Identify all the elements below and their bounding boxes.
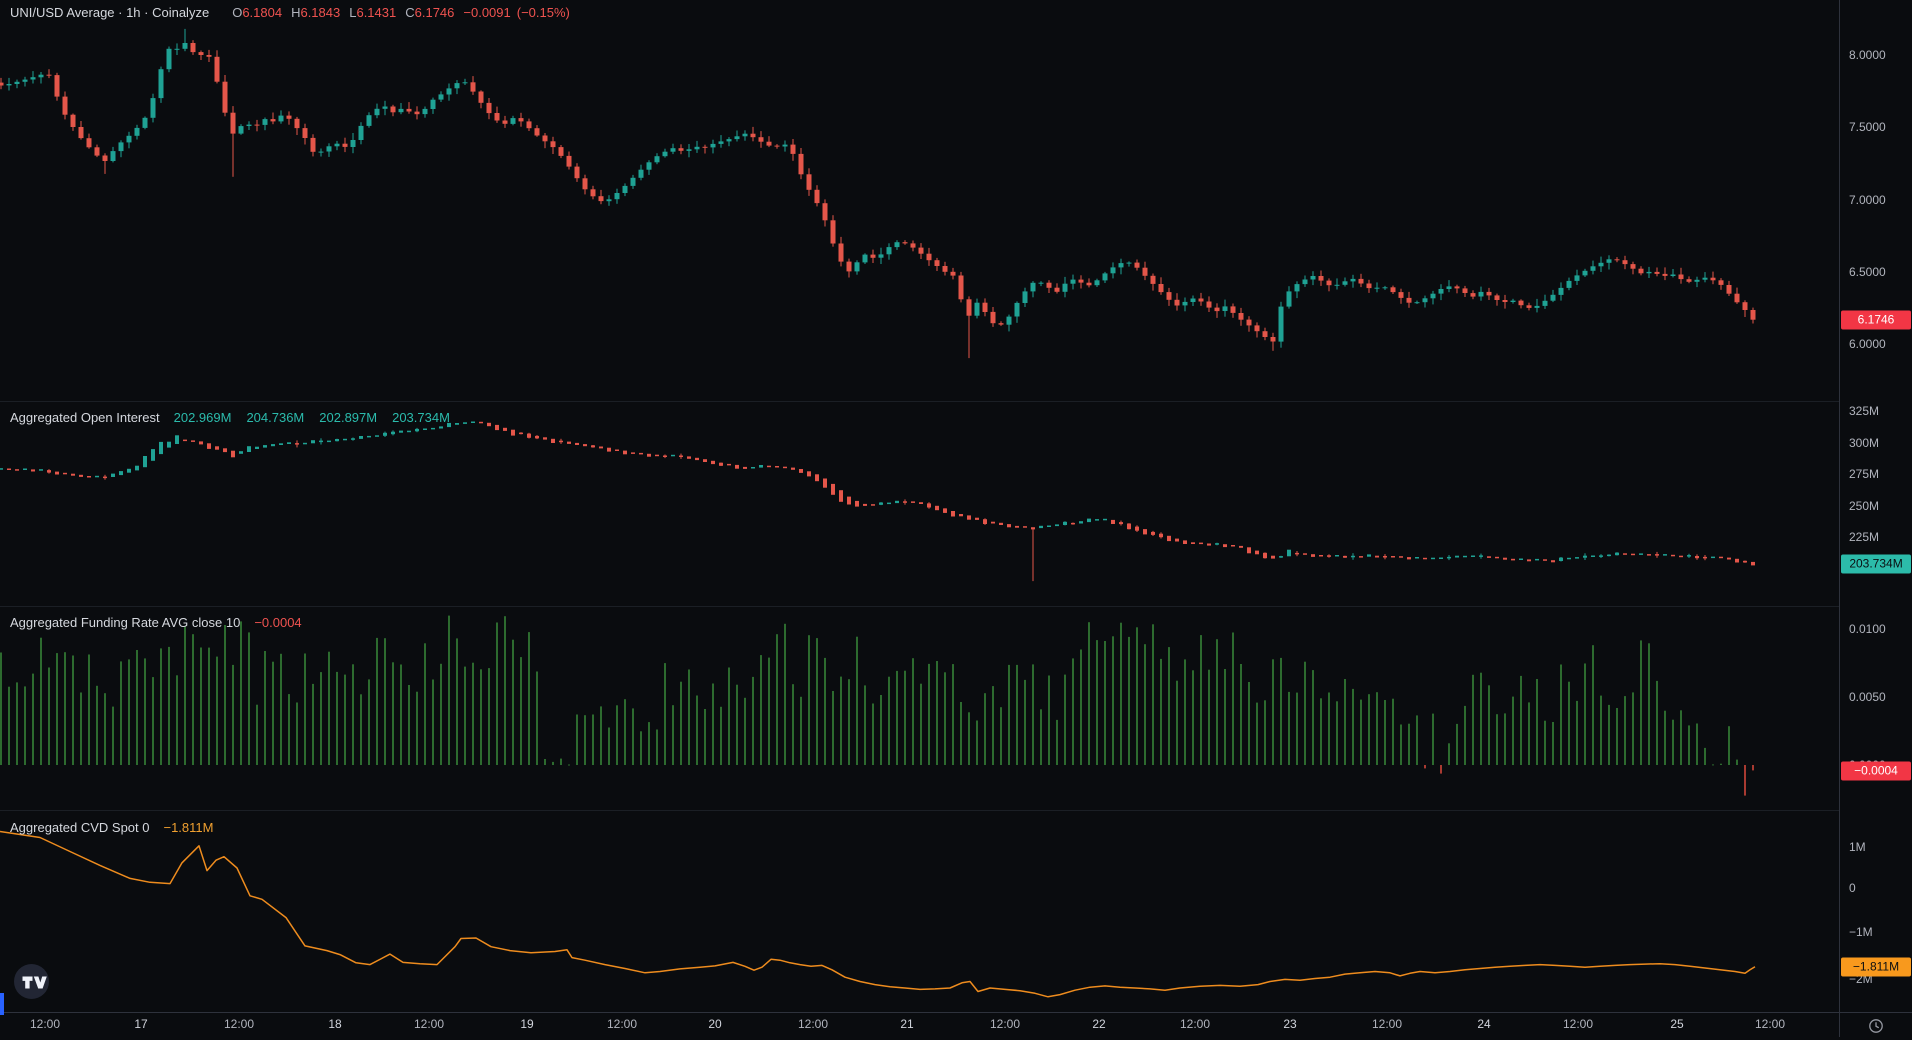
oi-axis-tick: 300M [1849,436,1880,450]
price-axis-tick: 6.0000 [1849,337,1886,351]
cvd-badge: −1.811M [1841,957,1911,977]
oi-value: 202.897M [319,410,378,425]
ohlc-value: 6.1843 [300,5,341,20]
ohlc-label: L [349,5,357,20]
time-axis-label: 12:00 [1179,1017,1211,1031]
time-axis-label: 23 [1283,1017,1297,1031]
funding-rate-pane-series[interactable] [0,615,1754,796]
oi-value: 202.969M [173,410,232,425]
time-axis-label: 12:00 [1562,1017,1594,1031]
ohlc-label: C [405,5,415,20]
symbol-title: UNI/USD Average · 1h · Coinalyze [10,5,210,20]
pane-divider[interactable] [0,401,1839,402]
price-scale-border [1839,0,1840,1037]
funding-axis-tick: 0.0050 [1849,690,1886,704]
pane-divider[interactable] [0,810,1839,811]
cvd-axis-tick: 0 [1849,881,1856,895]
time-axis-label: 21 [900,1017,914,1031]
ohlc-value: 6.1804 [242,5,283,20]
oi-axis-tick: 250M [1849,499,1880,513]
time-axis-label: 12:00 [223,1017,255,1031]
change-percent: (−0.15%) [516,5,570,20]
price-pane-series[interactable] [0,28,1756,359]
funding-rate-badge: −0.0004 [1841,761,1911,781]
time-axis-label: 12:00 [29,1017,61,1031]
oi-value: 203.734M [392,410,450,425]
cvd-legend-title: Aggregated CVD Spot 0 [10,820,150,835]
ohlc-value: 6.1431 [356,5,397,20]
oi-legend-values: 202.969M 204.736M 202.897M 203.734M [174,410,465,425]
time-axis-label: 12:00 [989,1017,1021,1031]
oi-axis-tick: 325M [1849,404,1880,418]
ohlc-label: O [232,5,243,20]
price-legend[interactable]: UNI/USD Average · 1h · Coinalyze O6.1804… [10,5,570,20]
cvd-legend-value: −1.811M [163,820,214,835]
time-axis-label: 20 [708,1017,722,1031]
funding-axis-tick: 0.0100 [1849,622,1886,636]
time-axis-label: 12:00 [606,1017,638,1031]
pane-divider[interactable] [0,606,1839,607]
tradingview-logo[interactable] [13,963,50,1000]
open-interest-legend[interactable]: Aggregated Open Interest 202.969M 204.736… [10,410,465,425]
oi-axis-tick: 225M [1849,530,1880,544]
left-edge-accent-bar [0,993,4,1015]
time-axis-label: 18 [328,1017,342,1031]
cvd-pane-series[interactable] [0,830,1756,998]
time-axis-label: 12:00 [1754,1017,1786,1031]
cvd-legend[interactable]: Aggregated CVD Spot 0 −1.811M [10,820,213,835]
time-axis-label: 24 [1477,1017,1491,1031]
chart-canvas[interactable] [0,0,1839,1012]
price-axis-tick: 7.5000 [1849,120,1886,134]
time-axis-border [0,1012,1912,1013]
price-axis-tick: 7.0000 [1849,193,1886,207]
time-axis-label: 12:00 [1371,1017,1403,1031]
cvd-axis-tick: 1M [1849,840,1866,854]
last-price-badge: 6.1746 [1841,310,1911,330]
clock-icon[interactable] [1867,1017,1885,1035]
ohlc-value: 6.1746 [414,5,455,20]
funding-legend-value: −0.0004 [254,615,302,630]
time-axis-label: 22 [1092,1017,1106,1031]
ohlc-values: O6.1804 H6.1843 L6.1431 C6.1746 −0.0091 (−0.1… [223,5,570,20]
oi-legend-title: Aggregated Open Interest [10,410,160,425]
price-axis-tick: 6.5000 [1849,265,1886,279]
oi-axis-tick: 275M [1849,467,1880,481]
time-axis-label: 19 [520,1017,534,1031]
ohlc-label: H [291,5,301,20]
open-interest-badge: 203.734M [1841,554,1911,574]
time-axis-label: 25 [1670,1017,1684,1031]
funding-legend-title: Aggregated Funding Rate AVG close 10 [10,615,241,630]
change-value: −0.0091 [463,5,511,20]
open-interest-pane-series[interactable] [0,421,1755,582]
cvd-axis-tick: −1M [1849,925,1873,939]
oi-value: 204.736M [246,410,305,425]
time-axis-label: 17 [134,1017,148,1031]
price-axis-tick: 8.0000 [1849,48,1886,62]
funding-legend[interactable]: Aggregated Funding Rate AVG close 10 −0.… [10,615,302,630]
time-axis-label: 12:00 [413,1017,445,1031]
time-axis-label: 12:00 [797,1017,829,1031]
